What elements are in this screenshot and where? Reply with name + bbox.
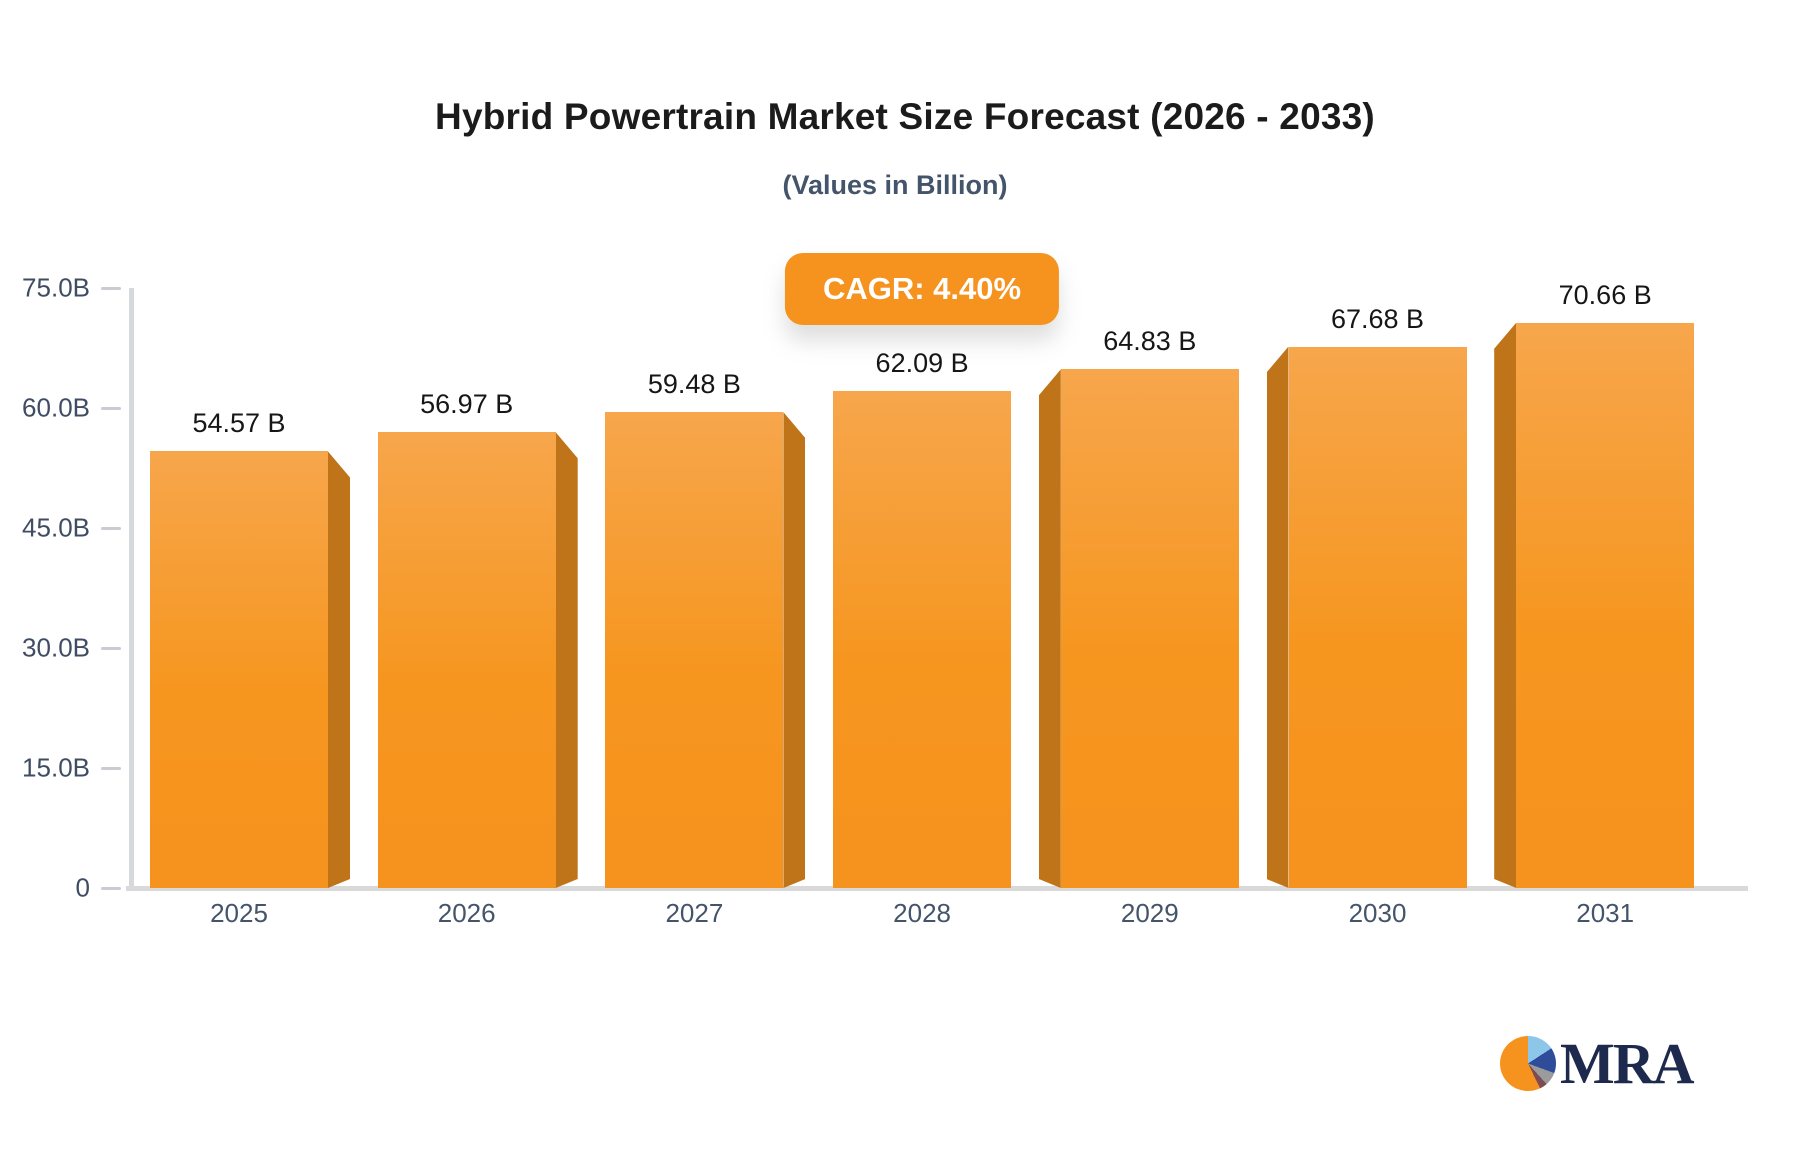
- y-tick-mark: [101, 887, 121, 890]
- y-tick-mark: [101, 647, 121, 650]
- pie-chart-logo-icon: [1500, 1036, 1556, 1091]
- bar-2028: [833, 391, 1012, 888]
- x-tick-label-2027: 2027: [665, 898, 724, 928]
- y-tick-label-75.0B: 75.0B: [22, 272, 90, 303]
- y-tick-label-45.0B: 45.0B: [22, 512, 90, 543]
- bar-3d-side-2029: [1039, 369, 1061, 888]
- x-axis-baseline: [126, 886, 1748, 891]
- chart-title: Hybrid Powertrain Market Size Forecast (…: [435, 96, 1375, 137]
- brand-logo-text: MRA: [1560, 1031, 1695, 1096]
- y-tick-mark: [101, 527, 121, 530]
- bar-value-label-2026: 56.97 B: [420, 389, 514, 420]
- y-axis-line: [129, 288, 134, 889]
- bar-2025: [150, 451, 328, 888]
- bar-2027: [605, 412, 784, 888]
- x-tick-label-2028: 2028: [893, 898, 952, 928]
- x-tick-label-2026: 2026: [437, 898, 496, 928]
- bar-value-label-2030: 67.68 B: [1330, 303, 1425, 334]
- x-tick-label-2030: 2030: [1348, 898, 1407, 928]
- bar-2030: [1288, 346, 1467, 888]
- y-tick-mark: [101, 767, 121, 770]
- bar-2031: [1516, 322, 1695, 888]
- x-tick-label-2025: 2025: [210, 898, 268, 928]
- bar-2029: [1060, 369, 1239, 888]
- bar-value-label-2029: 64.83 B: [1103, 326, 1197, 357]
- y-tick-label-30.0B: 30.0B: [22, 632, 90, 663]
- bar-3d-side-2025: [328, 451, 350, 888]
- bar-value-label-2031: 70.66 B: [1558, 279, 1652, 310]
- bar-value-label-2025: 54.57 B: [192, 408, 286, 439]
- bar-value-label-2028: 62.09 B: [875, 348, 969, 379]
- y-tick-label-60.0B: 60.0B: [22, 392, 90, 423]
- y-tick-label-0: 0: [75, 872, 90, 903]
- bar-3d-side-2026: [556, 432, 578, 888]
- x-tick-label-2031: 2031: [1576, 898, 1635, 928]
- chart-subtitle: (Values in Billion): [782, 170, 1008, 200]
- y-tick-mark: [101, 407, 121, 410]
- cagr-badge: CAGR: 4.40%: [784, 253, 1060, 325]
- y-tick-label-15.0B: 15.0B: [22, 752, 90, 783]
- bar-value-label-2027: 59.48 B: [647, 369, 741, 400]
- x-tick-label-2029: 2029: [1120, 898, 1179, 928]
- y-tick-mark: [101, 287, 121, 290]
- brand-logo: MRA: [1500, 1031, 1695, 1096]
- bar-3d-side-2027: [783, 412, 805, 888]
- bar-2026: [377, 432, 556, 888]
- bar-3d-side-2031: [1494, 323, 1516, 888]
- bar-3d-side-2030: [1267, 347, 1289, 888]
